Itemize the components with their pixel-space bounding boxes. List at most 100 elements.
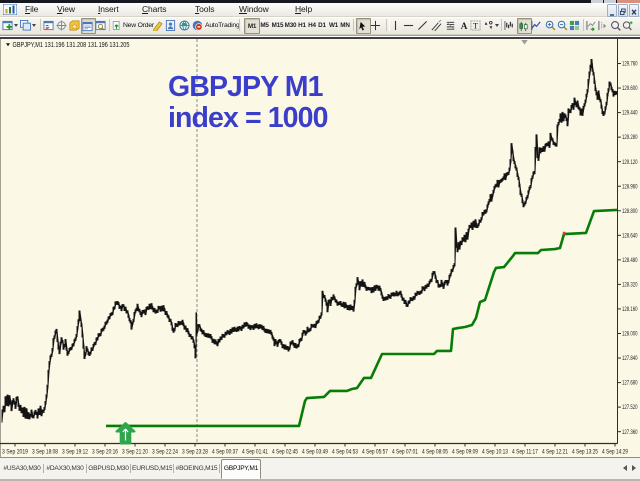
bars-chart-icon xyxy=(504,20,513,30)
navigator-button[interactable] xyxy=(69,18,81,32)
profiles-icon xyxy=(20,19,31,31)
timeframe-D1-button[interactable]: D1 xyxy=(317,18,327,32)
tab-scroll-left-icon[interactable] xyxy=(623,465,627,471)
price-axis-label: 128.160 xyxy=(622,306,638,313)
arrows-button[interactable] xyxy=(483,18,499,32)
line-chart-button[interactable] xyxy=(531,18,543,32)
autotrading-button[interactable]: AutoTrading xyxy=(192,18,240,32)
horizontal-line-button[interactable] xyxy=(403,18,414,32)
arrows-icon xyxy=(484,20,493,29)
channel-button[interactable] xyxy=(431,18,443,32)
annotation-line1: GBPJPY M1 xyxy=(168,71,324,103)
new-order-icon xyxy=(112,20,120,30)
timeframe-M30-button[interactable]: M30 xyxy=(284,18,297,32)
time-axis-label: 4 Sep 13:25 xyxy=(572,449,598,456)
metaeditor-icon xyxy=(153,20,163,31)
timeframe-M15-button[interactable]: M15 xyxy=(271,18,284,32)
new-order-button[interactable]: New Order xyxy=(112,18,154,32)
chart-tab-gbpjpym1[interactable]: GBPJPY,M1 xyxy=(221,459,261,479)
auto-scroll-button[interactable] xyxy=(586,18,598,32)
timeframe-H1-label: H1 xyxy=(298,21,306,29)
fibonacci-button[interactable] xyxy=(445,18,457,32)
chart-background xyxy=(0,35,640,457)
menu-insert[interactable]: Insert xyxy=(98,4,119,14)
timeframe-M5-button[interactable]: M5 xyxy=(259,18,270,32)
text-button[interactable]: A xyxy=(459,18,469,32)
autotrading-icon xyxy=(192,20,203,30)
timeframe-M1-button[interactable]: M1 xyxy=(244,18,260,34)
price-axis-label: 129.600 xyxy=(622,85,638,92)
trendline-icon xyxy=(417,20,428,30)
menu-file[interactable]: File xyxy=(25,4,39,14)
scripts-globe-button[interactable] xyxy=(179,18,190,32)
tab-scroll-right-icon[interactable] xyxy=(632,465,636,471)
strategy-tester-button[interactable] xyxy=(95,18,107,32)
timeframe-H4-button[interactable]: H4 xyxy=(307,18,317,32)
time-axis-label: 3 Sep 23:28 xyxy=(182,449,208,456)
tab-divider xyxy=(173,464,174,473)
crosshair-icon xyxy=(370,20,381,30)
menu-charts[interactable]: Charts xyxy=(142,4,167,14)
search-plus-button[interactable] xyxy=(622,18,634,32)
time-axis-label: 4 Sep 12:21 xyxy=(542,449,568,456)
mdi-minimize-button[interactable] xyxy=(607,4,617,17)
search-button[interactable] xyxy=(610,18,622,32)
timeframe-MN-button[interactable]: MN xyxy=(339,18,351,32)
time-axis-label: 3 Sep 20:16 xyxy=(92,449,118,456)
toolbar-separator xyxy=(386,19,390,31)
channel-icon xyxy=(431,19,442,31)
strategy-tester-icon xyxy=(95,20,106,30)
menu-help[interactable]: Help xyxy=(295,4,313,14)
market-watch-button[interactable] xyxy=(43,18,55,32)
bars-chart-button[interactable] xyxy=(504,18,516,32)
zoom-out-button[interactable] xyxy=(557,18,569,32)
menu-view[interactable]: View xyxy=(57,4,75,14)
time-axis-label: 3 Sep 18:08 xyxy=(32,449,58,456)
new-chart-icon xyxy=(2,20,13,30)
tab-divider xyxy=(130,464,131,473)
mdi-restore-button[interactable] xyxy=(618,4,628,17)
fibonacci-icon xyxy=(446,21,455,30)
chart-window[interactable]: 129.760 129.600 129.440 129.280 129.120 128.9… xyxy=(0,35,640,457)
timeframe-MN-label: MN xyxy=(340,21,350,29)
window-maximize-zone[interactable] xyxy=(604,0,616,3)
chart-tab-gbpusdm30[interactable]: GBPUSD,M30 xyxy=(88,465,129,472)
annotation-line2: index = 1000 xyxy=(168,102,328,134)
chart-tab-dax30m30[interactable]: #DAX30,M30 xyxy=(46,465,84,472)
window-minimize-zone[interactable] xyxy=(591,0,603,3)
menu-window[interactable]: Window xyxy=(239,4,269,14)
quick-trade-arrow-icon[interactable] xyxy=(6,43,10,47)
chart-tab-eurusdm15[interactable]: EURUSD,M15 xyxy=(132,465,172,472)
menu-accelerator-underline: F xyxy=(25,4,31,14)
text-label-button[interactable]: T xyxy=(470,18,482,32)
tile-windows-button[interactable] xyxy=(569,18,581,32)
time-axis-label: 4 Sep 09:09 xyxy=(452,449,478,456)
menu-accelerator-underline: C xyxy=(142,4,149,14)
vertical-line-button[interactable] xyxy=(390,18,401,32)
zoom-in-button[interactable] xyxy=(545,18,557,32)
data-window-button[interactable] xyxy=(56,18,68,32)
chart-shift-marker-icon[interactable] xyxy=(521,40,528,45)
window-close-zone[interactable] xyxy=(617,0,640,3)
metaeditor-button[interactable] xyxy=(152,18,163,32)
chart-tab-usa30m30[interactable]: #USA30,M30 xyxy=(3,465,41,472)
experts-button[interactable] xyxy=(165,18,176,32)
price-axis-label: 128.320 xyxy=(622,281,638,288)
new-chart-button[interactable] xyxy=(2,18,19,32)
chart-shift-button[interactable] xyxy=(598,18,610,32)
terminal-button[interactable] xyxy=(81,18,96,34)
timeframe-H1-button[interactable]: H1 xyxy=(297,18,307,32)
chevron-down-icon xyxy=(32,23,36,27)
menu-tools[interactable]: Tools xyxy=(195,4,215,14)
candlestick-button[interactable] xyxy=(517,18,532,34)
cursor-button[interactable] xyxy=(356,18,371,34)
crosshair-button[interactable] xyxy=(370,18,383,32)
svg-text:A: A xyxy=(461,20,468,30)
mdi-close-button[interactable] xyxy=(629,4,639,17)
profiles-button[interactable] xyxy=(20,18,37,32)
timeframe-W1-button[interactable]: W1 xyxy=(328,18,339,32)
chart-tab-boeingm15[interactable]: #BOEING,M15 xyxy=(175,465,218,472)
trendline-button[interactable] xyxy=(417,18,428,32)
tile-windows-icon xyxy=(569,20,580,30)
price-axis-label: 128.800 xyxy=(622,208,638,215)
